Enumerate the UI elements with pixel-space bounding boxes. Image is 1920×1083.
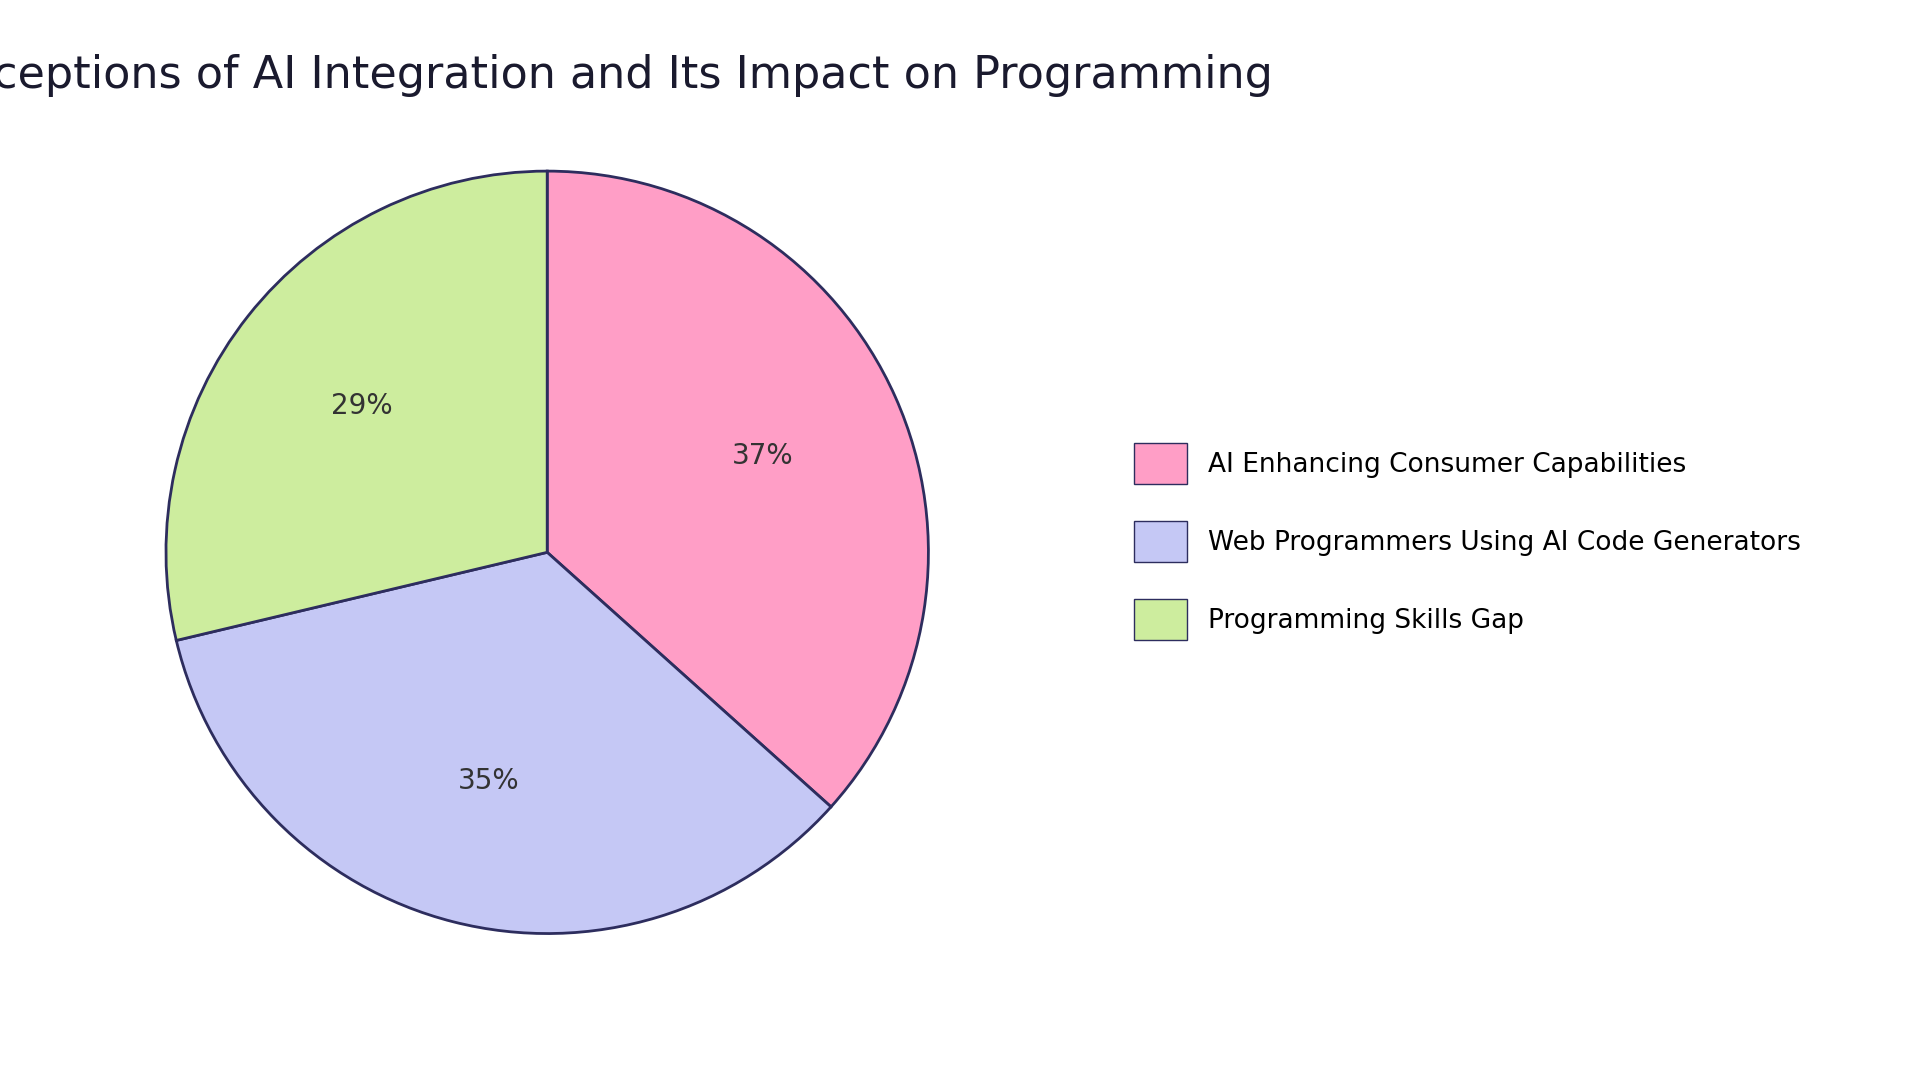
Legend: AI Enhancing Consumer Capabilities, Web Programmers Using AI Code Generators, Pr: AI Enhancing Consumer Capabilities, Web …	[1108, 417, 1828, 666]
Text: 37%: 37%	[732, 442, 793, 470]
Text: 35%: 35%	[459, 768, 520, 795]
Text: 29%: 29%	[330, 392, 392, 420]
Wedge shape	[547, 171, 929, 807]
Wedge shape	[165, 171, 547, 640]
Text: Perceptions of AI Integration and Its Impact on Programming: Perceptions of AI Integration and Its Im…	[0, 54, 1273, 97]
Wedge shape	[177, 552, 831, 934]
